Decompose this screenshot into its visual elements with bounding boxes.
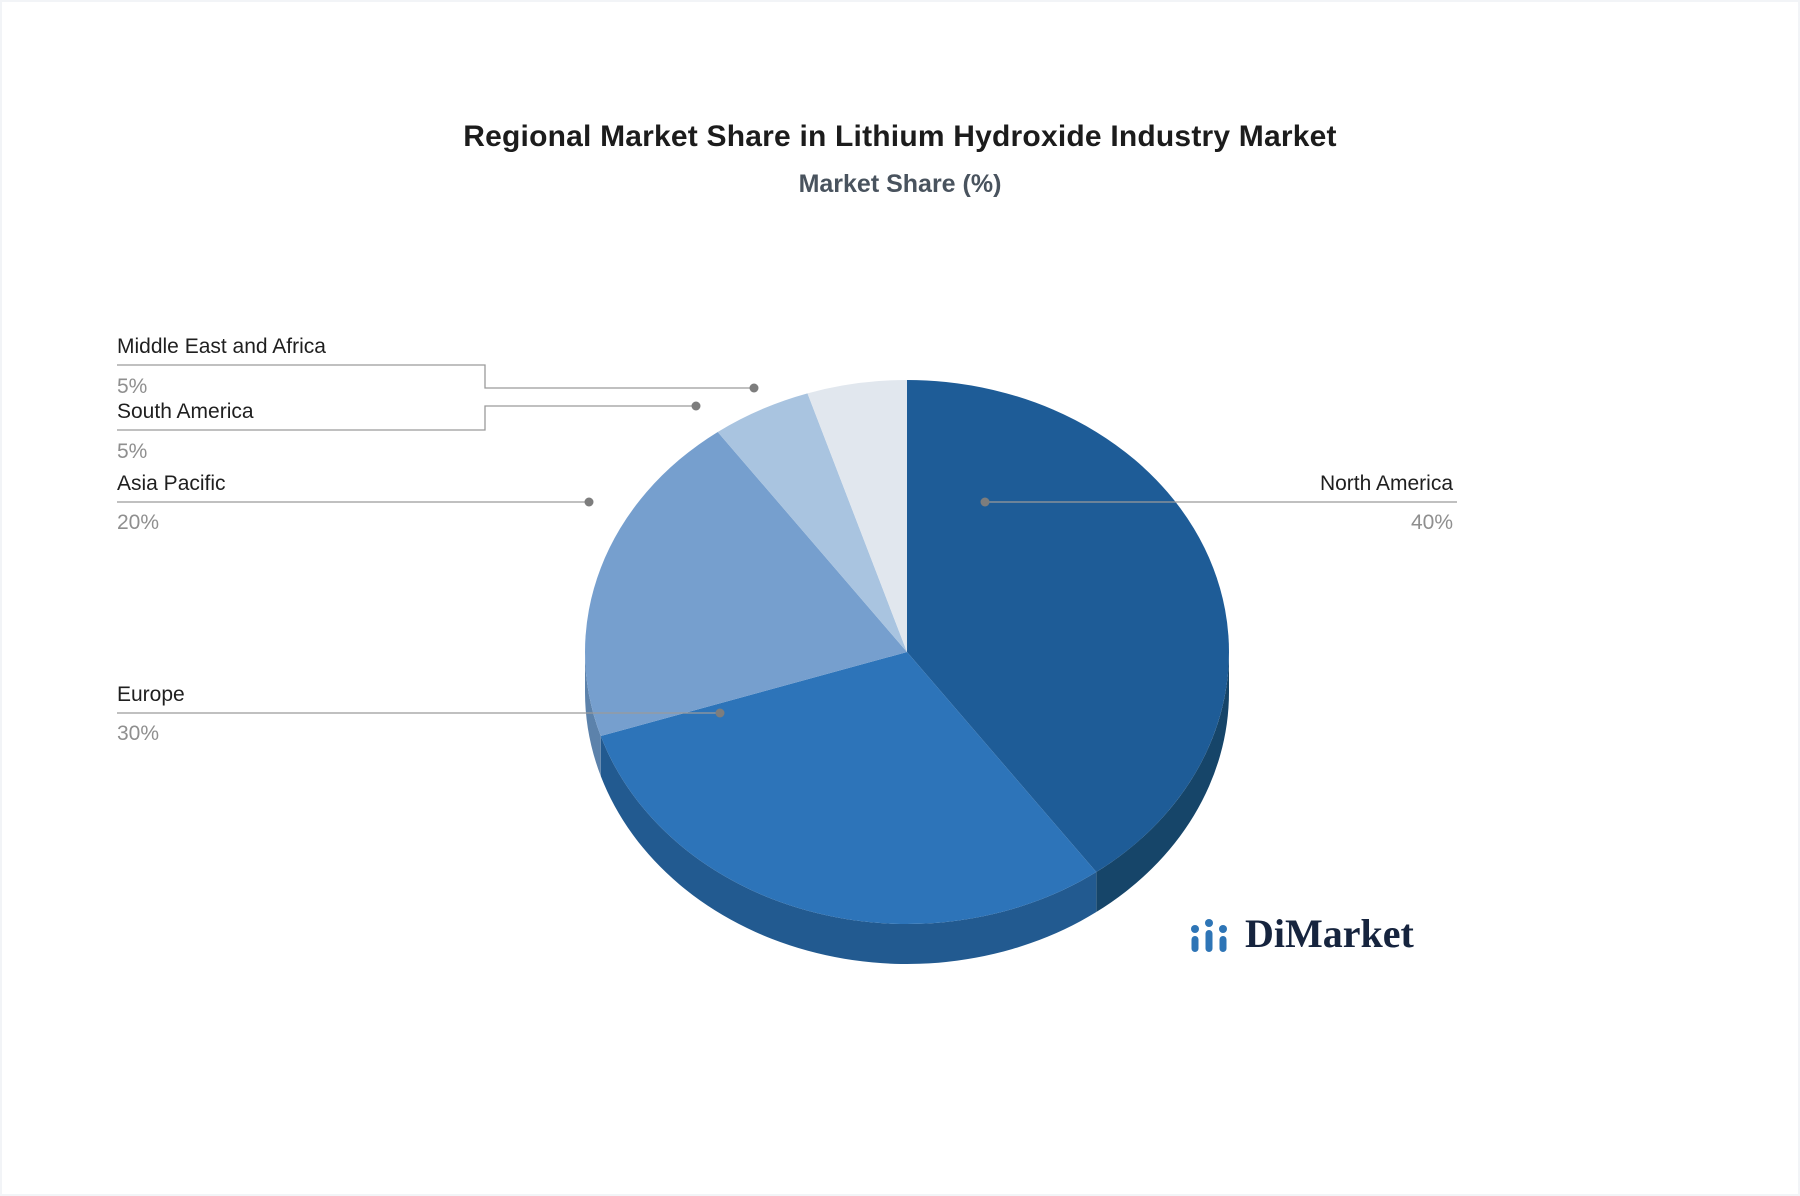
leader-dot-europe: [715, 708, 725, 718]
slice-label: South America: [117, 400, 254, 423]
slice-label: Middle East and Africa: [117, 335, 326, 358]
callout-middle-east-and-africa: Middle East and Africa 5%: [117, 335, 326, 398]
callout-north-america: North America 40%: [1320, 472, 1453, 534]
pie-slice-side: [1096, 652, 1229, 913]
slice-value: 20%: [117, 511, 160, 535]
leader-dots: [584, 383, 990, 718]
leader-dot-asia-pacific: [584, 497, 594, 507]
callout-europe: Europe 30%: [117, 683, 185, 745]
leader-dot-south-america: [691, 401, 701, 411]
leader-line-south-america: [117, 405, 696, 431]
chart-subtitle: Market Share (%): [798, 170, 1002, 198]
pie-slice: [717, 393, 907, 652]
slice-value: 5%: [117, 375, 148, 399]
pie-slice: [585, 431, 907, 737]
brand-name: DiMarket: [1245, 911, 1414, 956]
leader-lines: [117, 364, 1457, 714]
pie-slice: [807, 380, 907, 652]
leader-dot-north-america: [980, 497, 990, 507]
pie-slice: [600, 652, 1097, 924]
pie-slice-side: [585, 652, 601, 777]
slice-label: North America: [1319, 472, 1453, 495]
brand-logo: DiMarket: [1187, 910, 1414, 957]
slice-label: Asia Pacific: [117, 472, 226, 495]
callout-asia-pacific: Asia Pacific 20%: [117, 472, 226, 534]
slice-value: 5%: [117, 440, 148, 464]
pie-slice-side: [600, 736, 1097, 964]
leader-line-middle-east-and-africa: [117, 364, 754, 389]
callout-south-america: South America 5%: [117, 400, 254, 463]
bar-chart-icon: [1191, 918, 1227, 952]
chart-title: Regional Market Share in Lithium Hydroxi…: [463, 120, 1337, 153]
slice-value: 40%: [1410, 511, 1453, 535]
slice-label: Europe: [117, 683, 185, 706]
slice-value: 30%: [117, 722, 160, 746]
leader-dot-middle-east-and-africa: [749, 383, 759, 393]
